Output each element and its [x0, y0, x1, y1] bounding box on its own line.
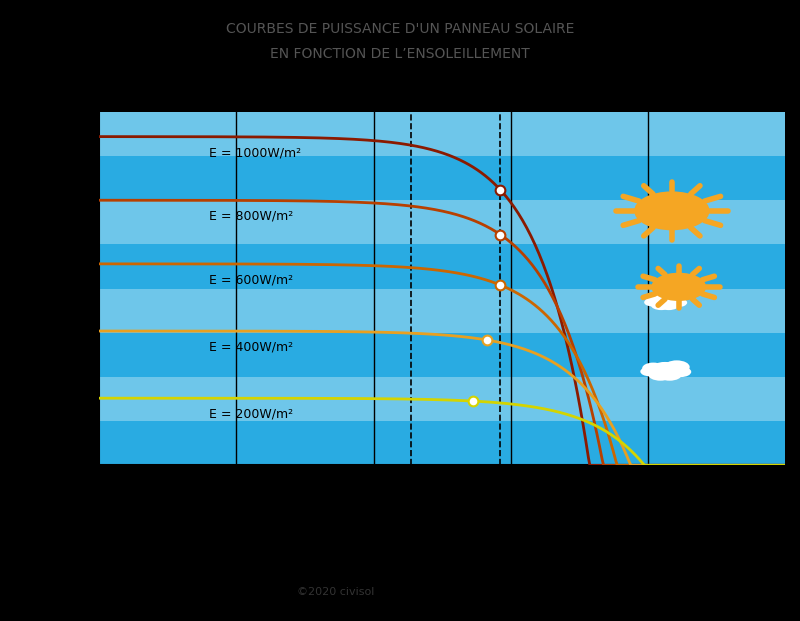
Point: [630, 207, 639, 215]
Bar: [99, 156, 785, 200]
Bar: [99, 333, 785, 377]
Circle shape: [634, 191, 710, 230]
Line: 2 pts: 2 pts: [693, 299, 699, 305]
Bar: [99, 377, 785, 421]
Point: [694, 265, 704, 272]
Line: 2 pts: 2 pts: [658, 299, 665, 305]
Point: [674, 297, 683, 305]
Bar: [99, 421, 785, 465]
Bar: [99, 245, 785, 289]
Line: 2 pts: 2 pts: [702, 294, 714, 297]
Point: [700, 197, 710, 205]
Line: 2 pts: 2 pts: [643, 294, 655, 297]
Line: 2 pts: 2 pts: [693, 268, 699, 274]
Circle shape: [650, 299, 671, 310]
Circle shape: [670, 298, 687, 307]
Point: [650, 276, 660, 284]
Point: [686, 190, 695, 197]
Line: 2 pts: 2 pts: [705, 196, 721, 201]
Point: [648, 190, 658, 197]
Point: [648, 224, 658, 232]
Circle shape: [646, 295, 665, 304]
Circle shape: [642, 363, 664, 374]
Text: E = 1000W/m²: E = 1000W/m²: [209, 146, 301, 159]
Point: [618, 193, 628, 200]
Point: [634, 217, 644, 224]
Point: [723, 207, 733, 215]
Text: E = 200W/m²: E = 200W/m²: [209, 407, 293, 420]
Bar: [99, 289, 785, 333]
Circle shape: [658, 299, 679, 310]
Circle shape: [652, 294, 678, 307]
Point: [700, 217, 710, 224]
Bar: [99, 200, 785, 245]
Line: 2 pts: 2 pts: [658, 268, 665, 274]
Line: 2 pts: 2 pts: [705, 220, 721, 225]
Line: 2 pts: 2 pts: [702, 276, 714, 280]
Circle shape: [640, 367, 659, 376]
Circle shape: [644, 298, 660, 306]
Circle shape: [671, 366, 691, 377]
Circle shape: [651, 273, 706, 301]
Point: [650, 290, 660, 297]
Point: [618, 222, 628, 229]
Point: [710, 294, 719, 301]
Point: [634, 197, 644, 205]
Text: $U_{MPP}$: $U_{MPP}$: [440, 511, 472, 528]
X-axis label: U(V): U(V): [426, 473, 459, 487]
Bar: [99, 112, 785, 156]
Point: [695, 182, 705, 189]
Point: [638, 294, 648, 301]
Text: E = 600W/m²: E = 600W/m²: [209, 273, 293, 286]
Text: ©2020 civisol: ©2020 civisol: [298, 587, 374, 597]
Point: [667, 236, 677, 243]
Line: 2 pts: 2 pts: [690, 186, 700, 194]
Point: [646, 283, 656, 291]
Point: [716, 222, 726, 229]
Point: [667, 227, 677, 234]
Circle shape: [648, 368, 673, 381]
Point: [667, 188, 677, 195]
Text: E = 800W/m²: E = 800W/m²: [209, 210, 294, 223]
Point: [633, 283, 642, 291]
Point: [639, 182, 649, 189]
Point: [688, 296, 698, 303]
Line: 2 pts: 2 pts: [623, 196, 639, 201]
Point: [694, 301, 704, 309]
Point: [654, 301, 663, 309]
Line: 2 pts: 2 pts: [643, 276, 655, 280]
Point: [674, 262, 683, 270]
Circle shape: [658, 368, 682, 381]
Circle shape: [664, 360, 690, 374]
Point: [686, 224, 695, 232]
Point: [660, 271, 670, 278]
Text: COURBES DE PUISSANCE D'UN PANNEAU SOLAIRE: COURBES DE PUISSANCE D'UN PANNEAU SOLAIR…: [226, 22, 574, 36]
Point: [688, 271, 698, 278]
Circle shape: [664, 293, 686, 304]
Text: EN FONCTION DE L’ENSOLEILLEMENT: EN FONCTION DE L’ENSOLEILLEMENT: [270, 47, 530, 61]
Point: [667, 178, 677, 186]
Point: [638, 273, 648, 280]
Point: [674, 269, 683, 276]
Line: 2 pts: 2 pts: [690, 228, 700, 236]
Point: [654, 265, 663, 272]
Point: [716, 193, 726, 200]
Point: [674, 304, 683, 312]
Point: [710, 273, 719, 280]
Point: [611, 207, 621, 215]
Point: [715, 283, 725, 291]
Line: 2 pts: 2 pts: [623, 220, 639, 225]
Circle shape: [650, 362, 681, 378]
Text: E = 400W/m²: E = 400W/m²: [209, 340, 293, 353]
Line: 2 pts: 2 pts: [644, 186, 653, 194]
Point: [660, 296, 670, 303]
Y-axis label: I(A): I(A): [52, 86, 78, 101]
Point: [639, 232, 649, 240]
Point: [702, 283, 711, 291]
Point: [698, 290, 707, 297]
Point: [695, 232, 705, 240]
Line: 2 pts: 2 pts: [644, 228, 653, 236]
Point: [698, 276, 707, 284]
Point: [705, 207, 714, 215]
